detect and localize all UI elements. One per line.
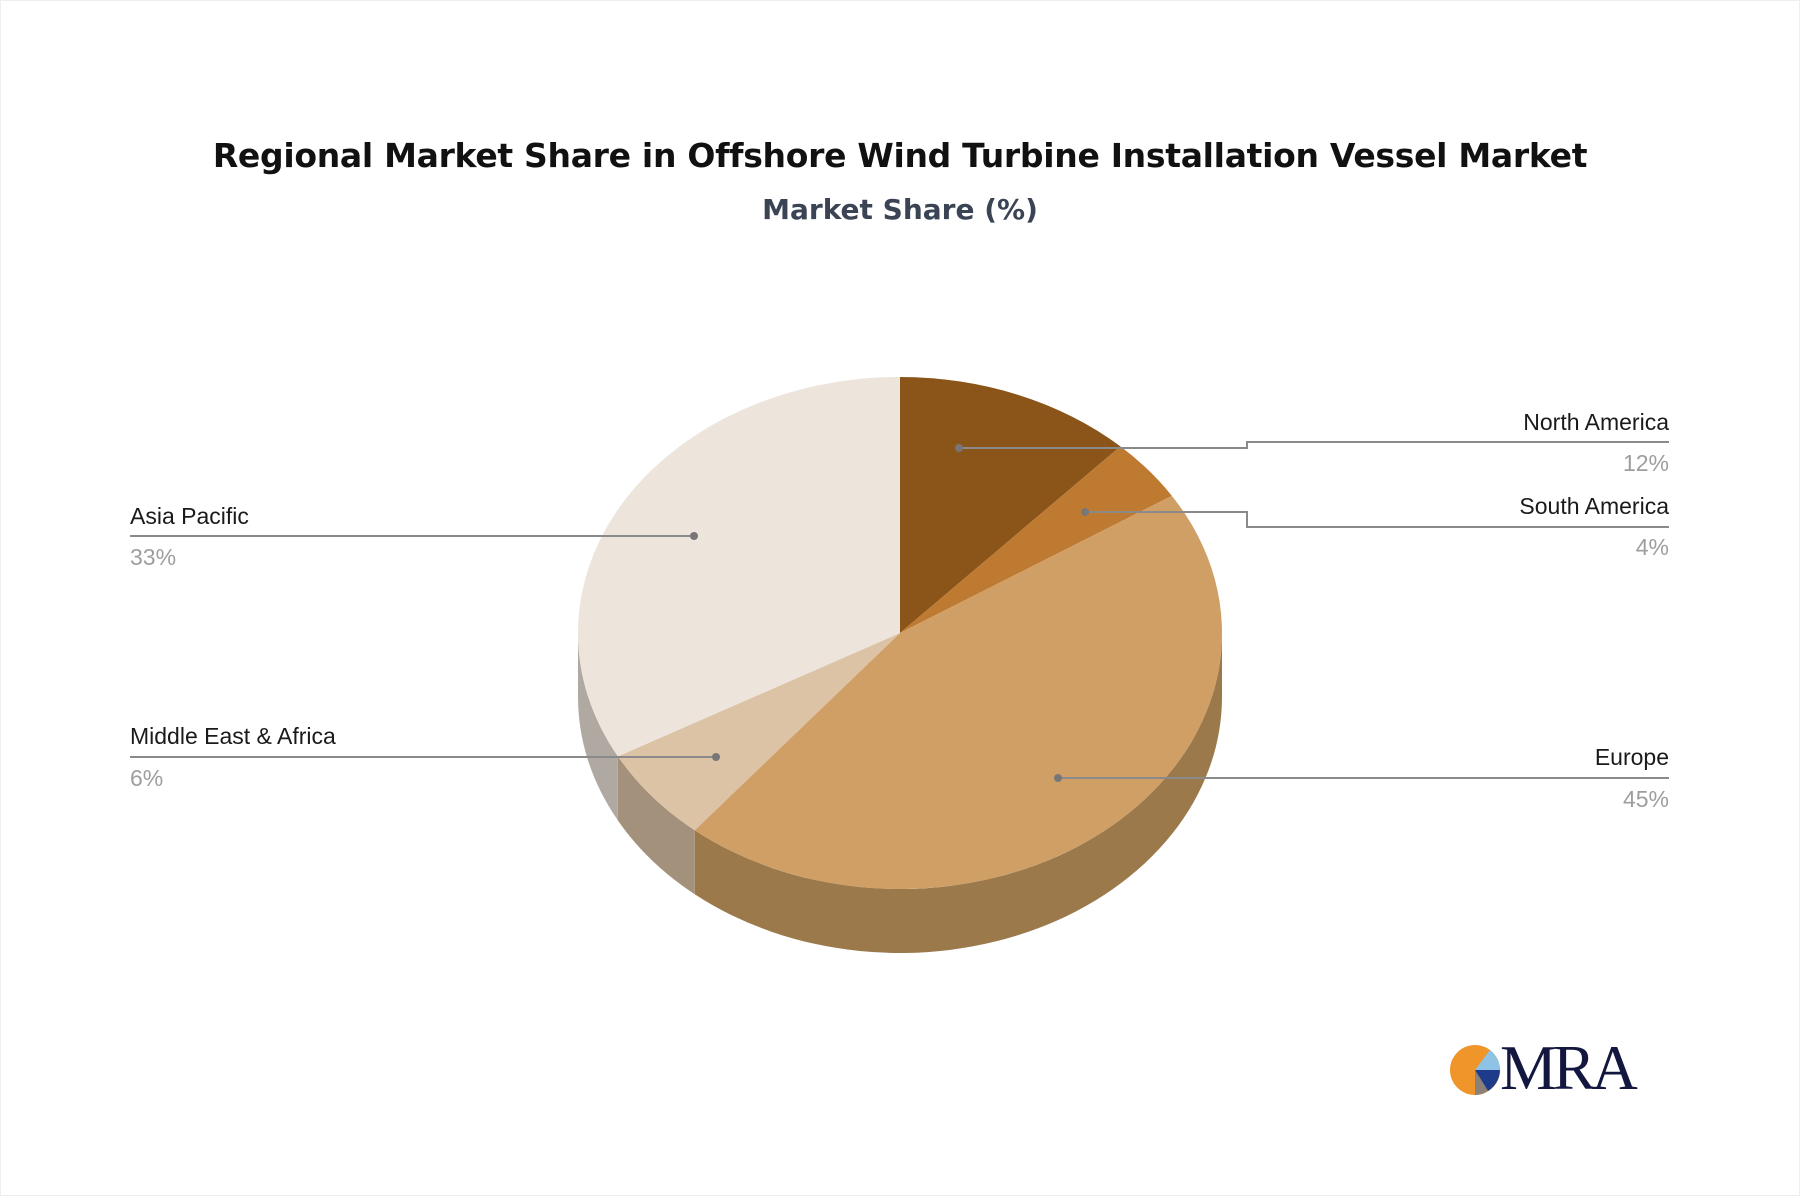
leader-line-south-america: [1085, 511, 1669, 528]
leader-dot-south-america: [1081, 508, 1089, 516]
pie-side-walls: [578, 633, 1222, 953]
pie-slices: [578, 377, 1222, 889]
chart-title: Regional Market Share in Offshore Wind T…: [212, 136, 1588, 175]
mra-logo: MRA: [1448, 1032, 1648, 1103]
chart-subtitle: Market Share (%): [762, 193, 1038, 226]
pie-slice-europe[interactable]: [694, 495, 1222, 889]
leader-dot-north-america: [955, 444, 963, 452]
label-south-america: South America: [1519, 493, 1669, 519]
pie-slice-asia-pacific[interactable]: [578, 377, 900, 757]
pie-side-asia-pacific: [578, 633, 618, 821]
leader-dot-middle-east-africa: [712, 753, 720, 761]
label-asia-pacific: Asia Pacific: [130, 503, 249, 529]
value-europe: 45%: [1622, 786, 1669, 812]
value-south-america: 4%: [1635, 534, 1669, 560]
label-north-america: North America: [1523, 409, 1669, 435]
logo-pie-icon: [1450, 1045, 1500, 1095]
pie-slice-middle-east-africa[interactable]: [617, 633, 900, 831]
label-europe: Europe: [1594, 744, 1669, 770]
leader-dot-asia-pacific: [690, 532, 698, 540]
logo-text: MRA: [1500, 1032, 1638, 1103]
pie-side-middle-east-africa: [617, 756, 695, 895]
pie-slice-north-america[interactable]: [900, 377, 1121, 633]
value-asia-pacific: 33%: [130, 544, 177, 570]
pie-side-europe: [694, 633, 1222, 953]
leader-dot-europe: [1054, 774, 1062, 782]
leader-line-north-america: [959, 441, 1669, 449]
label-middle-east-africa: Middle East & Africa: [130, 723, 336, 749]
value-north-america: 12%: [1622, 450, 1669, 476]
leader-lines: [130, 441, 1669, 782]
pie-slice-south-america[interactable]: [900, 446, 1172, 633]
value-middle-east-africa: 6%: [130, 765, 164, 791]
